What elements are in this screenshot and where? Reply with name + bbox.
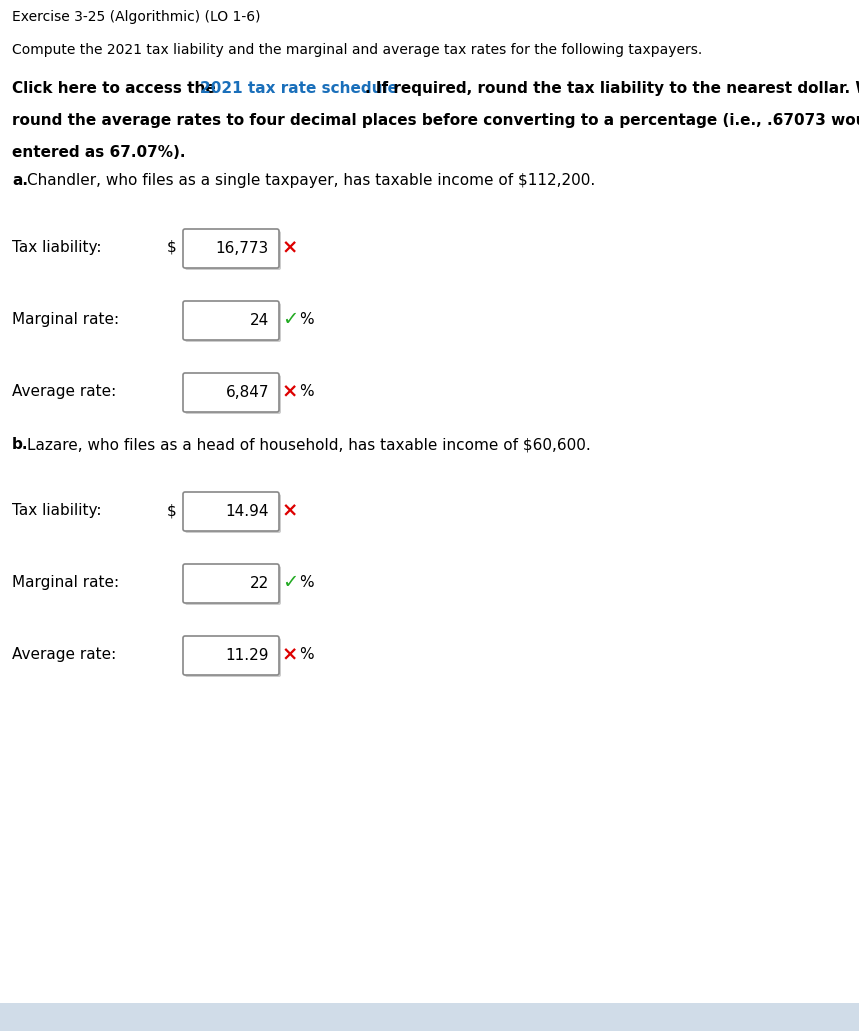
Text: 24: 24 (250, 313, 269, 328)
FancyBboxPatch shape (185, 231, 281, 270)
Text: a.: a. (12, 173, 28, 188)
FancyBboxPatch shape (183, 636, 279, 675)
Text: Average rate:: Average rate: (12, 647, 116, 662)
Text: Lazare, who files as a head of household, has taxable income of $60,600.: Lazare, who files as a head of household… (27, 437, 591, 452)
Text: 11.29: 11.29 (226, 648, 269, 663)
Text: Marginal rate:: Marginal rate: (12, 575, 119, 590)
Text: %: % (299, 575, 314, 590)
Text: ×: × (282, 645, 298, 664)
Text: ×: × (282, 383, 298, 401)
FancyBboxPatch shape (185, 638, 281, 677)
Text: ×: × (282, 501, 298, 520)
Text: %: % (299, 647, 314, 662)
Text: 14.94: 14.94 (226, 504, 269, 519)
Text: . If required, round the tax liability to the nearest dollar. When required,: . If required, round the tax liability t… (365, 81, 859, 96)
Text: ✓: ✓ (282, 310, 298, 329)
FancyBboxPatch shape (183, 492, 279, 531)
Text: 22: 22 (250, 576, 269, 591)
Text: $: $ (168, 240, 177, 255)
Text: Exercise 3-25 (Algorithmic) (LO 1-6): Exercise 3-25 (Algorithmic) (LO 1-6) (12, 10, 260, 24)
Bar (0, 1003, 859, 1031)
Text: round the average rates to four decimal places before converting to a percentage: round the average rates to four decimal … (12, 113, 859, 128)
FancyBboxPatch shape (183, 229, 279, 268)
Text: Tax liability:: Tax liability: (12, 503, 101, 518)
Text: Compute the 2021 tax liability and the marginal and average tax rates for the fo: Compute the 2021 tax liability and the m… (12, 43, 703, 57)
Text: %: % (299, 384, 314, 399)
Text: Tax liability:: Tax liability: (12, 240, 101, 255)
Text: Click here to access the: Click here to access the (12, 81, 221, 96)
FancyBboxPatch shape (185, 494, 281, 533)
FancyBboxPatch shape (183, 373, 279, 412)
Text: ×: × (282, 238, 298, 257)
FancyBboxPatch shape (185, 566, 281, 605)
Text: ✓: ✓ (282, 573, 298, 592)
Text: 16,773: 16,773 (216, 241, 269, 256)
FancyBboxPatch shape (183, 564, 279, 603)
Text: Average rate:: Average rate: (12, 384, 116, 399)
FancyBboxPatch shape (185, 375, 281, 414)
FancyBboxPatch shape (183, 301, 279, 340)
Text: Chandler, who files as a single taxpayer, has taxable income of $112,200.: Chandler, who files as a single taxpayer… (27, 173, 595, 188)
FancyBboxPatch shape (185, 303, 281, 342)
Text: 2021 tax rate schedule: 2021 tax rate schedule (200, 81, 398, 96)
Text: b.: b. (12, 437, 28, 452)
Text: entered as 67.07%).: entered as 67.07%). (12, 145, 186, 160)
Text: $: $ (168, 503, 177, 518)
Text: 6,847: 6,847 (226, 385, 269, 400)
Text: %: % (299, 312, 314, 327)
Text: Marginal rate:: Marginal rate: (12, 312, 119, 327)
